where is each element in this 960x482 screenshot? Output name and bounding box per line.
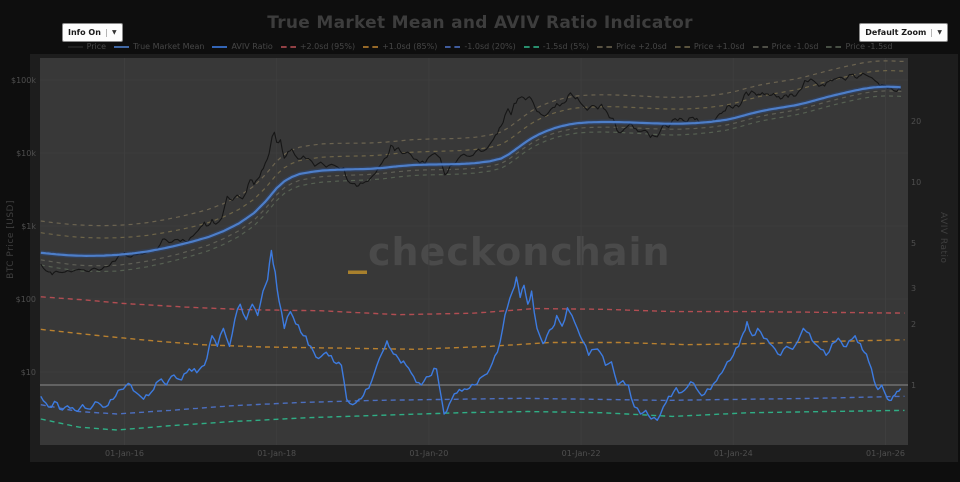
checkonchain-watermark: _checkonchain bbox=[348, 230, 671, 274]
y-axis-tick-label: 3 bbox=[911, 284, 917, 294]
x-axis-tick-label: 01-Jan-18 bbox=[257, 449, 297, 458]
y-axis-tick-label: 10 bbox=[911, 178, 922, 187]
legend-label: AVIV Ratio bbox=[231, 42, 273, 51]
legend-item--1-5sd-5-[interactable]: -1.5sd (5%) bbox=[523, 42, 590, 51]
legend-item-aviv-ratio[interactable]: AVIV Ratio bbox=[212, 42, 273, 51]
y-axis-tick-label: $1k bbox=[21, 222, 36, 231]
page-title: True Market Mean and AVIV Ratio Indicato… bbox=[267, 13, 693, 33]
watermark-underscore: _ bbox=[348, 230, 368, 274]
legend-label: Price -1.0sd bbox=[771, 42, 819, 51]
legend: Price True Market Mean AVIV Ratio +2.0sd (9… bbox=[40, 42, 920, 51]
legend-item-price-1-0sd[interactable]: Price +1.0sd bbox=[674, 42, 745, 51]
plot-area[interactable] bbox=[40, 58, 908, 445]
y-axis-tick-label: $100 bbox=[15, 295, 36, 304]
legend-swatch bbox=[826, 45, 842, 48]
y-axis-tick-label: $10 bbox=[20, 368, 36, 377]
y-axis-title-left: BTC Price [USD] bbox=[6, 200, 16, 279]
legend-label: Price -1.5sd bbox=[845, 42, 893, 51]
x-axis-tick-label: 01-Jan-24 bbox=[713, 449, 753, 458]
zoom-dropdown-label: Default Zoom bbox=[865, 28, 927, 37]
legend-item-true-market-mean[interactable]: True Market Mean bbox=[114, 42, 204, 51]
legend-swatch bbox=[597, 45, 613, 48]
x-axis-tick-label: 01-Jan-22 bbox=[561, 449, 601, 458]
legend-swatch bbox=[674, 45, 690, 48]
y-axis-tick-label: 20 bbox=[911, 116, 922, 126]
legend-label: Price +1.0sd bbox=[693, 42, 745, 51]
x-axis-tick-label: 01-Jan-26 bbox=[866, 449, 905, 458]
legend-swatch bbox=[67, 45, 83, 48]
legend-swatch bbox=[280, 45, 296, 48]
legend-label: True Market Mean bbox=[133, 42, 205, 51]
legend-item-price-1-0sd[interactable]: Price -1.0sd bbox=[752, 42, 819, 51]
legend-item--1-0sd-85-[interactable]: +1.0sd (85%) bbox=[363, 42, 437, 51]
legend-label: +2.0sd (95%) bbox=[299, 42, 356, 51]
legend-item--2-0sd-95-[interactable]: +2.0sd (95%) bbox=[280, 42, 356, 51]
y-axis-tick-label: $100k bbox=[11, 76, 36, 85]
watermark-text: checkonchain bbox=[368, 230, 671, 274]
y-axis-tick-label: 5 bbox=[911, 239, 917, 249]
legend-label: -1.0sd (20%) bbox=[464, 42, 516, 51]
y-axis-tick-label: 2 bbox=[911, 319, 917, 329]
legend-item--1-0sd-20-[interactable]: -1.0sd (20%) bbox=[445, 42, 516, 51]
y-axis-tick-label: $10k bbox=[16, 149, 36, 158]
legend-swatch bbox=[445, 45, 461, 48]
legend-item-price-2-0sd[interactable]: Price +2.0sd bbox=[597, 42, 667, 51]
chevron-down-icon: ▼ bbox=[931, 28, 942, 37]
legend-swatch bbox=[363, 45, 379, 48]
legend-swatch bbox=[752, 45, 768, 48]
x-axis-tick-label: 01-Jan-16 bbox=[105, 449, 144, 458]
legend-swatch bbox=[212, 45, 228, 48]
legend-swatch bbox=[114, 45, 130, 48]
y-axis-tick-label: 1 bbox=[911, 381, 917, 390]
legend-label: -1.5sd (5%) bbox=[542, 42, 590, 51]
legend-label: +1.0sd (85%) bbox=[382, 42, 438, 51]
legend-label: Price bbox=[86, 42, 107, 51]
info-dropdown[interactable]: Info On ▼ bbox=[62, 23, 123, 42]
chevron-down-icon: ▼ bbox=[105, 28, 117, 37]
zoom-dropdown[interactable]: Default Zoom ▼ bbox=[859, 23, 948, 42]
y-axis-title-right: AVIV Ratio bbox=[938, 212, 948, 264]
legend-label: Price +2.0sd bbox=[616, 42, 667, 51]
legend-item-price-1-5sd[interactable]: Price -1.5sd bbox=[826, 42, 892, 51]
legend-swatch bbox=[523, 45, 539, 48]
legend-item-price[interactable]: Price bbox=[67, 42, 107, 51]
x-axis-tick-label: 01-Jan-20 bbox=[409, 449, 449, 458]
info-dropdown-label: Info On bbox=[68, 28, 101, 37]
